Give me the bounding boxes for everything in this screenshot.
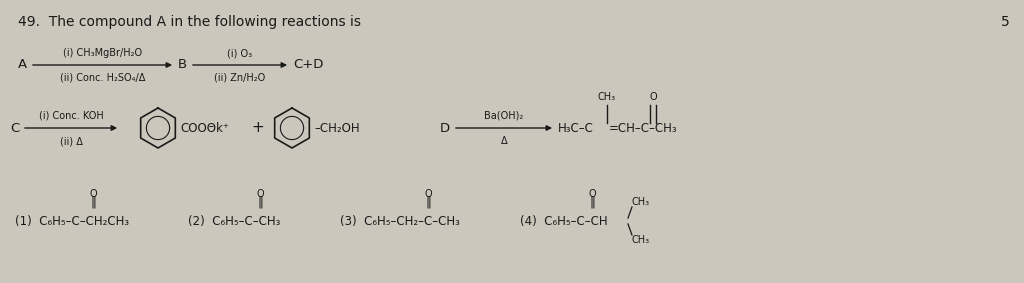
Text: (1)  C₆H₅–C–CH₂CH₃: (1) C₆H₅–C–CH₂CH₃ — [15, 215, 129, 228]
Text: O: O — [89, 189, 97, 199]
Text: A: A — [18, 59, 27, 72]
Text: (2)  C₆H₅–C–CH₃: (2) C₆H₅–C–CH₃ — [188, 215, 281, 228]
Text: CH₃: CH₃ — [598, 92, 616, 102]
Text: –CH₂OH: –CH₂OH — [314, 121, 359, 134]
Text: 49.  The compound A in the following reactions is: 49. The compound A in the following reac… — [18, 15, 361, 29]
Text: O: O — [588, 189, 596, 199]
Text: B: B — [178, 59, 187, 72]
Text: Δ: Δ — [501, 136, 507, 146]
Text: H₃C–C: H₃C–C — [558, 121, 594, 134]
Text: +: + — [252, 121, 264, 136]
Text: (i) CH₃MgBr/H₂O: (i) CH₃MgBr/H₂O — [63, 48, 142, 58]
Text: 5: 5 — [1001, 15, 1010, 29]
Text: ‖: ‖ — [90, 195, 96, 208]
Text: O: O — [424, 189, 432, 199]
Text: (ii) Δ: (ii) Δ — [59, 136, 83, 146]
Text: (i) Conc. KOH: (i) Conc. KOH — [39, 111, 103, 121]
Text: O: O — [649, 92, 656, 102]
Text: (4)  C₆H₅–C–CH: (4) C₆H₅–C–CH — [520, 215, 607, 228]
Text: ‖: ‖ — [425, 195, 431, 208]
Text: (ii) Zn/H₂O: (ii) Zn/H₂O — [214, 73, 265, 83]
Text: C: C — [10, 121, 19, 134]
Text: C+D: C+D — [293, 59, 324, 72]
Text: Ba(OH)₂: Ba(OH)₂ — [484, 111, 523, 121]
Text: (ii) Conc. H₂SO₄/Δ: (ii) Conc. H₂SO₄/Δ — [60, 73, 145, 83]
Text: O: O — [256, 189, 264, 199]
Text: COOΘk⁺: COOΘk⁺ — [180, 121, 229, 134]
Text: =CH–C–CH₃: =CH–C–CH₃ — [609, 121, 678, 134]
Text: ‖: ‖ — [257, 195, 263, 208]
Text: CH₃: CH₃ — [632, 235, 650, 245]
Text: (3)  C₆H₅–CH₂–C–CH₃: (3) C₆H₅–CH₂–C–CH₃ — [340, 215, 460, 228]
Text: (i) O₃: (i) O₃ — [227, 48, 253, 58]
Text: CH₃: CH₃ — [632, 197, 650, 207]
Text: D: D — [440, 121, 451, 134]
Text: ‖: ‖ — [589, 195, 595, 208]
